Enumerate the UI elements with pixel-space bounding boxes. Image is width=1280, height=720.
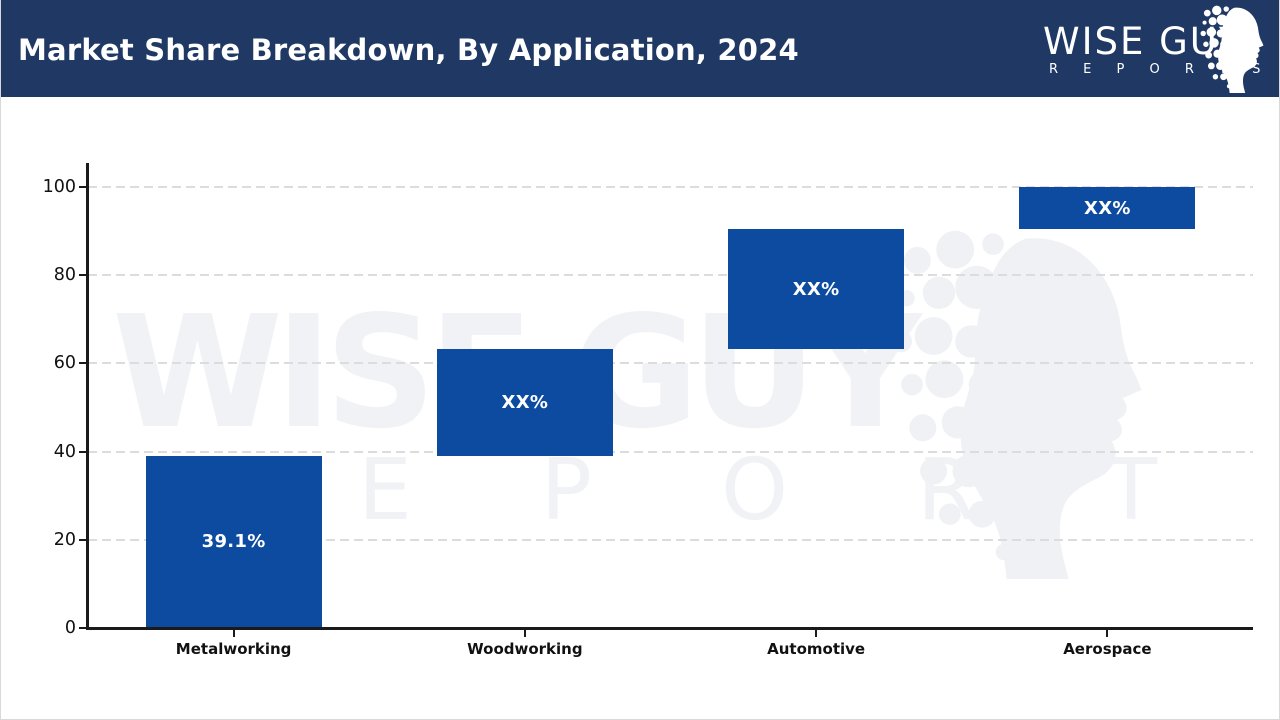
bar-value-label: 39.1% [201, 531, 266, 553]
gridline [88, 274, 1253, 277]
gridline [88, 362, 1253, 365]
x-axis-tick [1106, 630, 1109, 637]
y-axis-tick-label: 100 [42, 177, 76, 197]
bar-segment: 39.1% [145, 455, 322, 628]
x-axis-tick [523, 630, 526, 637]
y-axis-tick [79, 186, 86, 188]
y-axis-tick [79, 274, 86, 277]
logo-subtext: R E P O R T S [1049, 62, 1271, 77]
bar-segment: XX% [1019, 187, 1196, 230]
x-axis-category-label: Metalworking [175, 640, 292, 658]
y-axis-tick [79, 627, 86, 629]
chart-title: Market Share Breakdown, By Application, … [18, 33, 799, 67]
watermark-face-icon [890, 230, 1142, 579]
bar-value-label: XX% [1084, 197, 1131, 219]
x-axis-line [86, 626, 1253, 630]
bar-segment: XX% [436, 349, 613, 456]
y-axis-tick [79, 362, 86, 365]
bar-segment: XX% [728, 229, 905, 350]
y-axis-tick-label: 60 [53, 353, 76, 374]
wiseguy-face-icon [1200, 5, 1264, 93]
y-axis-tick-label: 40 [53, 441, 76, 462]
bar-value-label: XX% [792, 278, 840, 300]
y-axis-tick [79, 538, 86, 541]
y-axis-line [86, 163, 89, 630]
y-axis-tick-label: 20 [53, 529, 76, 550]
bar-value-label: XX% [501, 391, 549, 413]
gridline [88, 186, 1253, 188]
x-axis-tick [815, 630, 818, 637]
x-axis-category-label: Aerospace [1063, 640, 1152, 658]
y-axis-tick [79, 450, 86, 453]
gridline [88, 450, 1253, 453]
x-axis-tick [232, 630, 235, 637]
gridline [88, 538, 1253, 541]
x-axis-category-label: Woodworking [467, 640, 583, 658]
x-axis-category-label: Automotive [767, 640, 866, 658]
header-bar: Market Share Breakdown, By Application, … [0, 0, 1280, 97]
y-axis-tick-label: 80 [53, 265, 76, 286]
y-axis-tick-label: 0 [64, 618, 76, 638]
